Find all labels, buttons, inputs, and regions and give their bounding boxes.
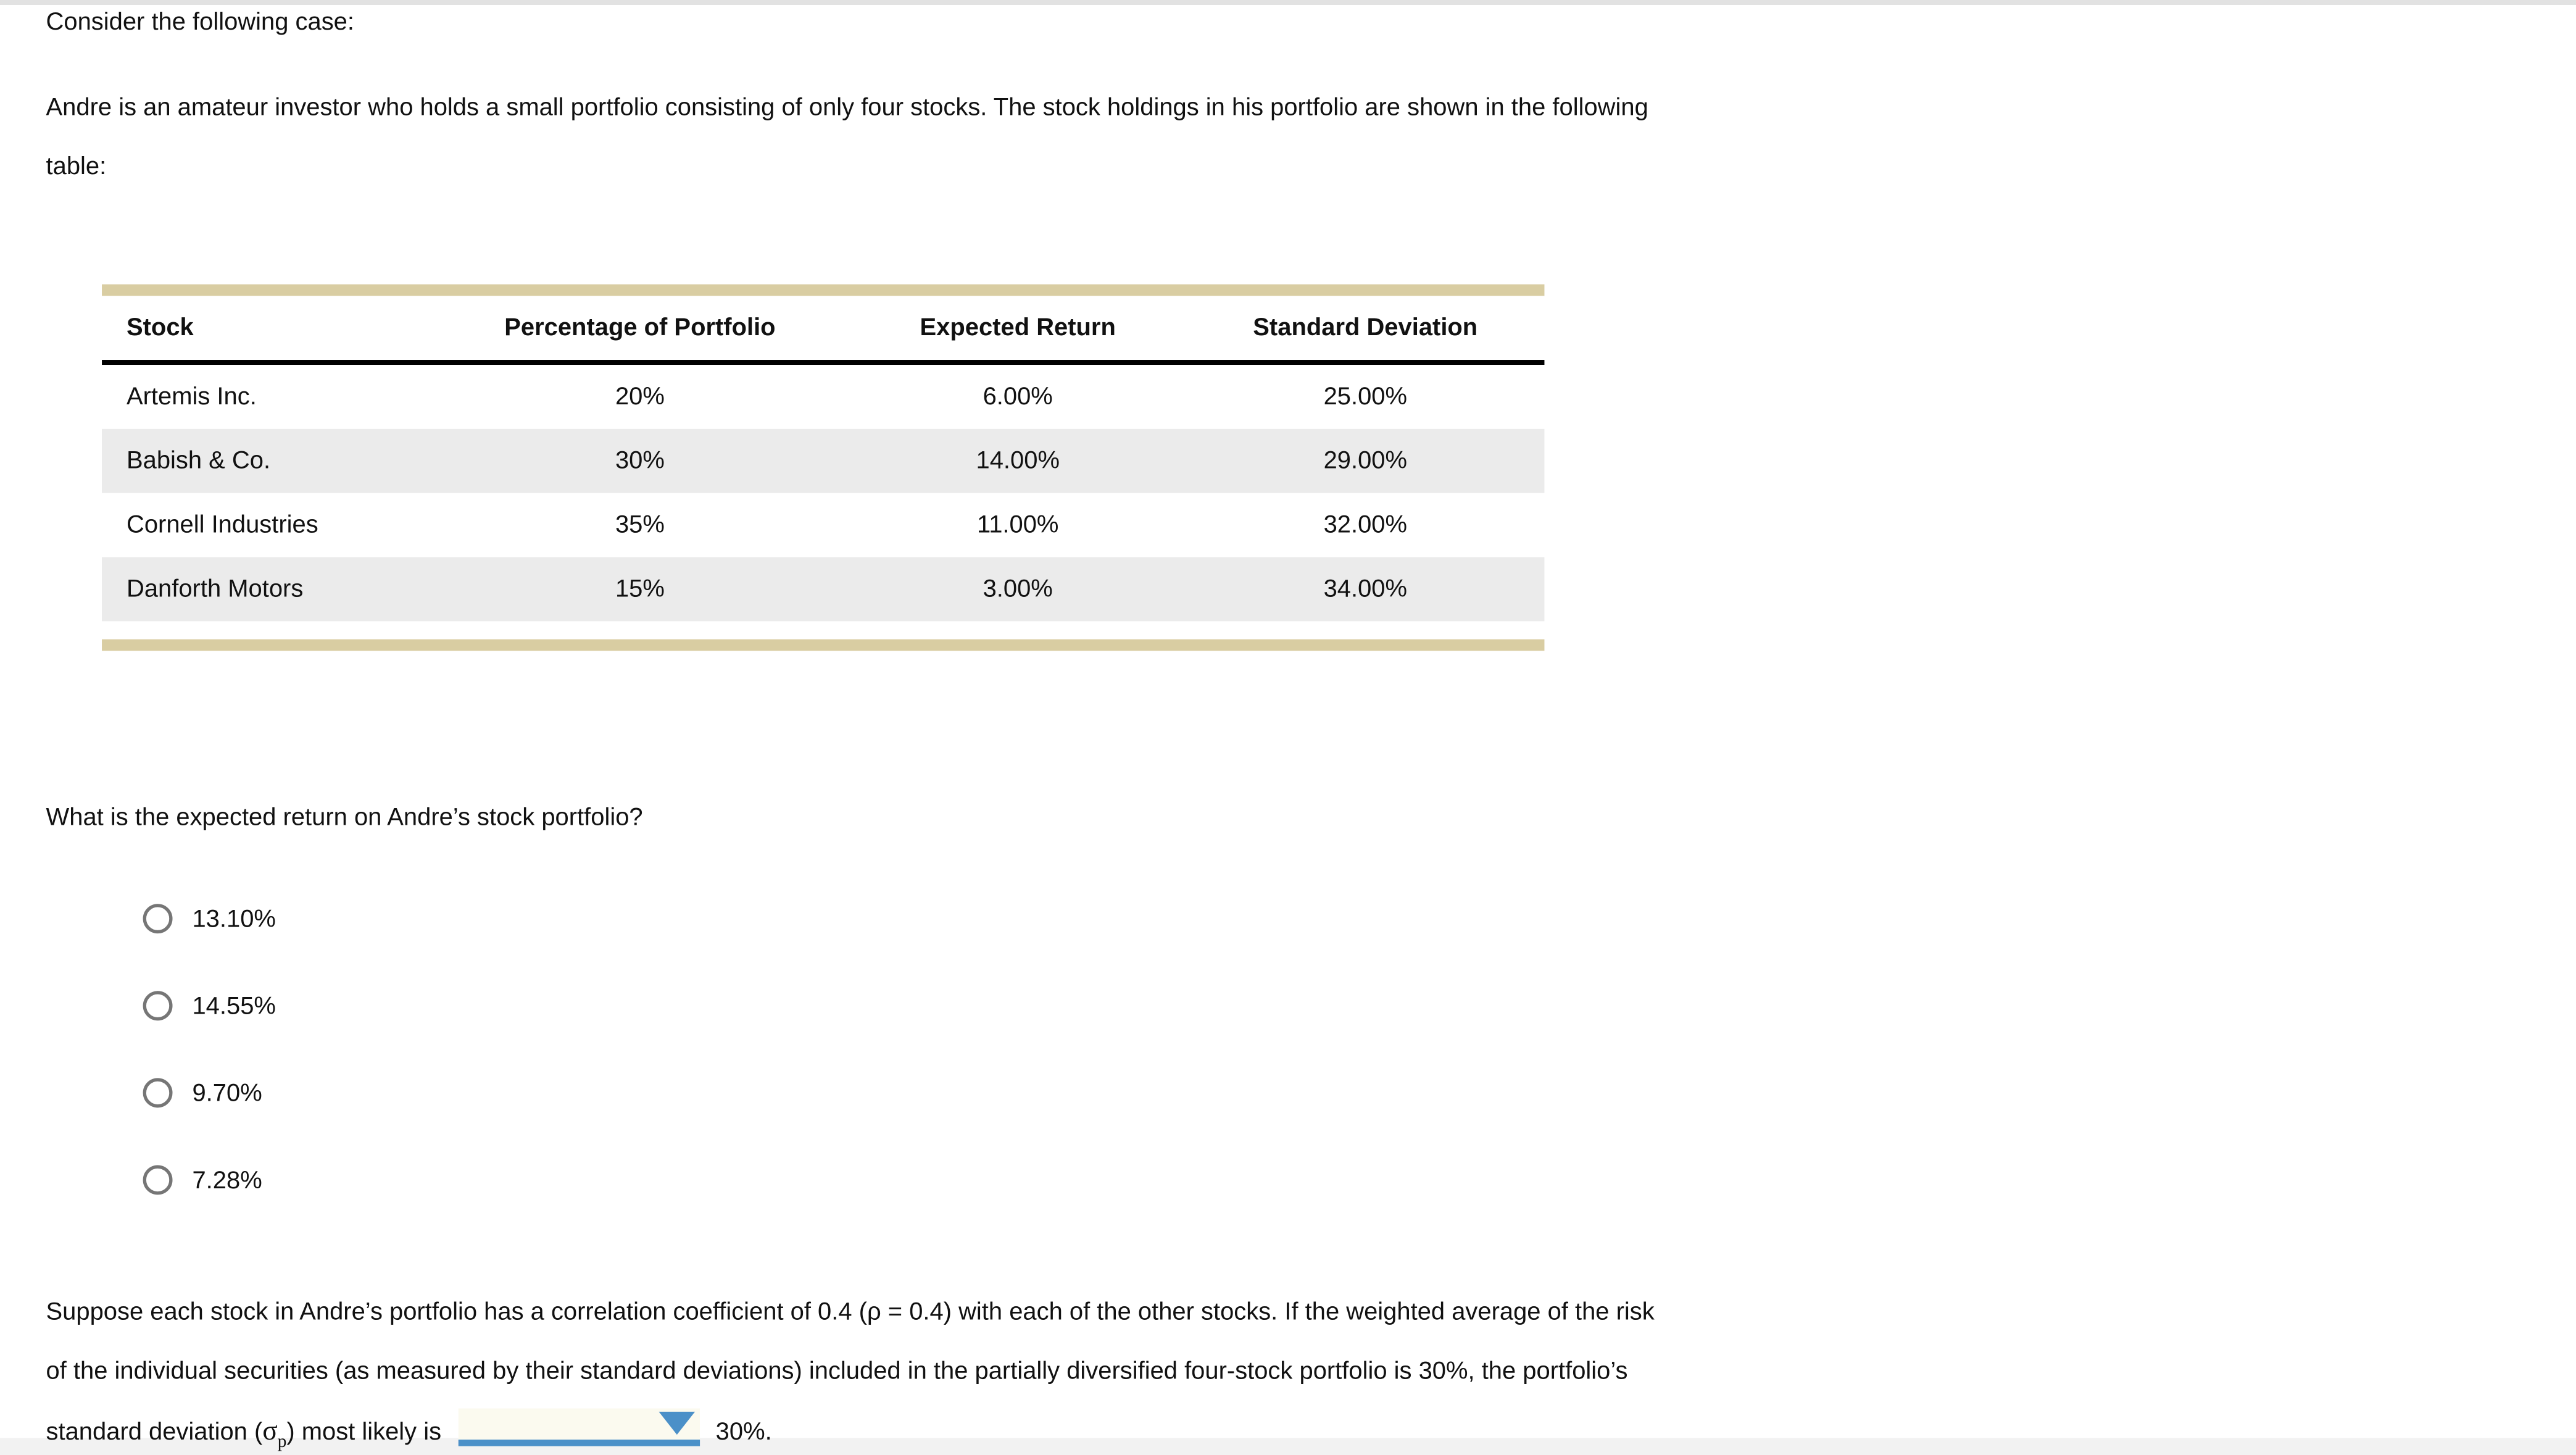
top-border xyxy=(0,0,2576,5)
cell-standard-deviation: 29.00% xyxy=(1323,447,1408,475)
table-bottom-rule xyxy=(102,639,1545,651)
cell-stock: Danforth Motors xyxy=(126,575,304,604)
cell-standard-deviation: 32.00% xyxy=(1323,511,1408,540)
followup-line: of the individual securities (as measure… xyxy=(46,1357,1628,1386)
option-label: 14.55% xyxy=(192,991,276,1020)
column-header-expected-return: Expected Return xyxy=(920,314,1116,342)
column-header-percentage: Percentage of Portfolio xyxy=(504,314,776,342)
radio-button[interactable] xyxy=(143,1078,173,1108)
cell-expected-return: 14.00% xyxy=(976,447,1060,475)
answer-option[interactable]: 13.10% xyxy=(143,901,276,937)
followup-line-suffix: 30%. xyxy=(715,1418,772,1446)
cell-percentage: 30% xyxy=(615,447,665,475)
radio-button[interactable] xyxy=(143,904,173,934)
radio-button[interactable] xyxy=(143,1165,173,1195)
table-row: Danforth Motors 15% 3.00% 34.00% xyxy=(102,557,1545,622)
option-label: 13.10% xyxy=(192,904,276,933)
sd-answer-dropdown[interactable] xyxy=(457,1408,700,1446)
table-header-row: Stock Percentage of Portfolio Expected R… xyxy=(102,296,1545,365)
cell-standard-deviation: 34.00% xyxy=(1323,575,1408,604)
followup-line: standard deviation (σp) most likely is 30… xyxy=(46,1402,1655,1455)
followup-line-prefix: standard deviation ( xyxy=(46,1418,263,1446)
cell-percentage: 35% xyxy=(615,511,665,540)
table-spacer xyxy=(102,621,1544,639)
bottom-section-divider xyxy=(0,1438,2576,1455)
answer-option[interactable]: 14.55% xyxy=(143,988,276,1024)
cell-standard-deviation: 25.00% xyxy=(1323,383,1408,411)
question-text: What is the expected return on Andre’s s… xyxy=(46,803,643,832)
answer-option[interactable]: 9.70% xyxy=(143,1075,262,1111)
intro-line: Andre is an amateur investor who holds a… xyxy=(46,93,1648,122)
option-label: 7.28% xyxy=(192,1165,262,1194)
column-header-stock: Stock xyxy=(126,314,194,342)
table-top-rule xyxy=(102,284,1545,296)
followup-line: Suppose each stock in Andre’s portfolio … xyxy=(46,1298,1655,1327)
cell-percentage: 15% xyxy=(615,575,665,604)
cell-percentage: 20% xyxy=(615,383,665,411)
cell-stock: Babish & Co. xyxy=(126,447,271,475)
followup-question: Suppose each stock in Andre’s portfolio … xyxy=(46,1283,1655,1455)
table-row: Babish & Co. 30% 14.00% 29.00% xyxy=(102,428,1545,493)
column-header-standard-deviation: Standard Deviation xyxy=(1253,314,1478,342)
cell-expected-return: 11.00% xyxy=(976,511,1059,540)
intro-line: table: xyxy=(46,152,107,181)
followup-line-mid: ) most likely is xyxy=(286,1418,442,1446)
intro-paragraph: Andre is an amateur investor who holds a… xyxy=(46,79,1648,198)
answer-option[interactable]: 7.28% xyxy=(143,1162,262,1198)
dropdown-arrow-icon xyxy=(658,1411,695,1435)
radio-button[interactable] xyxy=(143,991,173,1021)
sigma-symbol: σp xyxy=(262,1415,287,1452)
case-heading: Consider the following case: xyxy=(46,8,354,36)
cell-stock: Artemis Inc. xyxy=(126,383,257,411)
option-label: 9.70% xyxy=(192,1078,262,1107)
table-row: Artemis Inc. 20% 6.00% 25.00% xyxy=(102,365,1544,429)
portfolio-table: Stock Percentage of Portfolio Expected R… xyxy=(102,284,1545,651)
cell-expected-return: 3.00% xyxy=(983,575,1053,604)
cell-expected-return: 6.00% xyxy=(983,383,1053,411)
cell-stock: Cornell Industries xyxy=(126,511,318,540)
table-row: Cornell Industries 35% 11.00% 32.00% xyxy=(102,493,1544,557)
